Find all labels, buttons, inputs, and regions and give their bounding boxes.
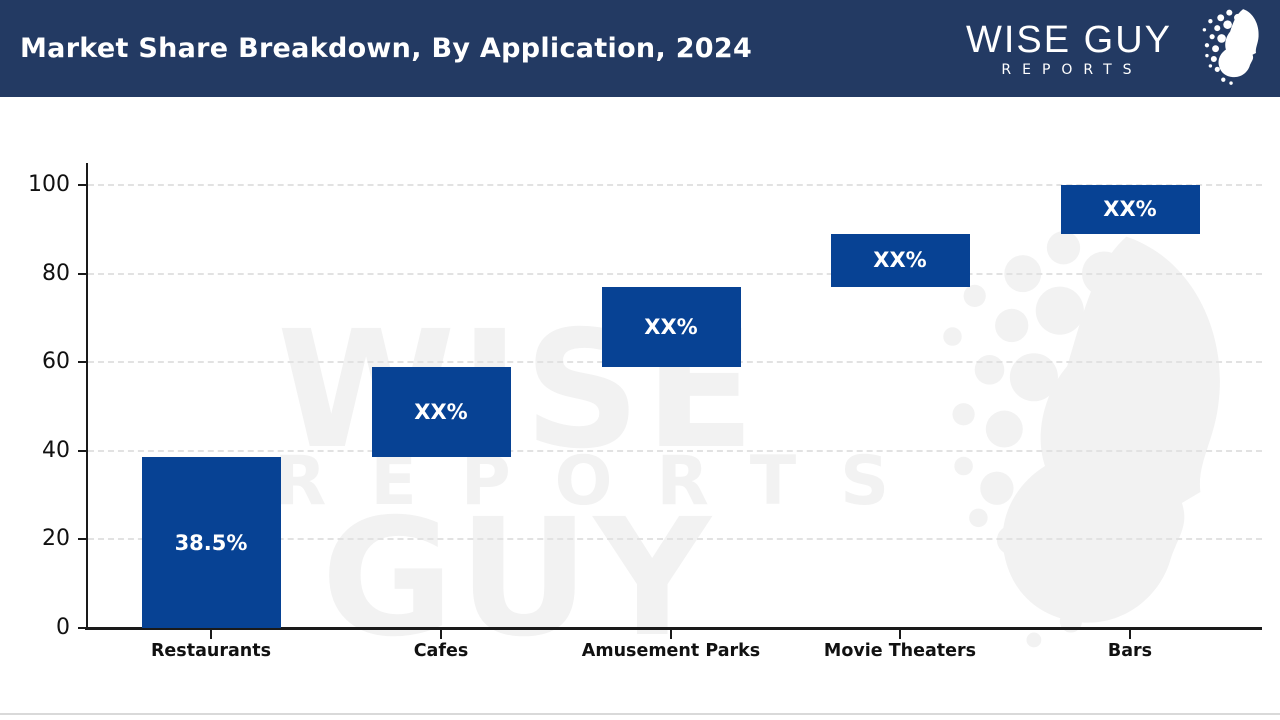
gridline-20 bbox=[88, 538, 1262, 541]
x-tick-bars bbox=[1129, 630, 1131, 639]
header-bar: Market Share Breakdown, By Application, … bbox=[0, 0, 1280, 97]
brand-name: WISE GUY bbox=[965, 18, 1172, 61]
y-tick-80 bbox=[78, 272, 86, 275]
y-tick-40 bbox=[78, 449, 86, 452]
bar-cafes: XX% bbox=[371, 366, 511, 458]
x-axis-line bbox=[85, 627, 1262, 630]
gridline-100 bbox=[88, 184, 1262, 186]
y-tick-label-20: 20 bbox=[42, 526, 70, 552]
x-tick-label-amusement-parks: Amusement Parks bbox=[581, 641, 761, 661]
bar-bars: XX% bbox=[1060, 185, 1200, 234]
bar-movie-theaters: XX% bbox=[830, 233, 970, 287]
gridline-80 bbox=[88, 272, 1262, 275]
dotted-head-profile-icon bbox=[1176, 4, 1262, 94]
y-tick-label-40: 40 bbox=[42, 437, 70, 463]
bar-label-restaurants: 38.5% bbox=[174, 530, 248, 555]
bar-label-amusement-parks: XX% bbox=[644, 314, 698, 339]
y-tick-label-60: 60 bbox=[42, 349, 70, 375]
y-tick-60 bbox=[78, 361, 86, 364]
brand-subtitle: REPORTS bbox=[1001, 61, 1143, 78]
bar-label-cafes: XX% bbox=[414, 400, 468, 425]
y-tick-20 bbox=[78, 538, 86, 541]
bar-label-bars: XX% bbox=[1103, 197, 1157, 222]
y-axis-line bbox=[86, 163, 88, 629]
bar-label-movie-theaters: XX% bbox=[873, 248, 927, 273]
bar-restaurants: 38.5% bbox=[141, 457, 281, 628]
x-tick-amusement-parks bbox=[670, 630, 672, 639]
chart-area: WISE GUY REPORTS 0 20 40 60 80 100 38.5% Restau… bbox=[0, 97, 1280, 714]
brand-logo: WISE GUY REPORTS bbox=[966, 4, 1262, 94]
x-tick-label-bars: Bars bbox=[1107, 641, 1153, 661]
y-tick-label-0: 0 bbox=[56, 615, 70, 640]
x-tick-label-restaurants: Restaurants bbox=[150, 641, 272, 661]
x-tick-restaurants bbox=[210, 630, 212, 639]
brand-logo-text: WISE GUY REPORTS bbox=[966, 21, 1172, 77]
bar-amusement-parks: XX% bbox=[601, 286, 741, 367]
gridline-40 bbox=[88, 449, 1262, 452]
x-tick-cafes bbox=[440, 630, 442, 639]
y-tick-label-80: 80 bbox=[42, 260, 70, 286]
y-tick-0 bbox=[78, 627, 86, 629]
watermark-brand-subtitle: REPORTS bbox=[274, 442, 934, 521]
x-tick-movie-theaters bbox=[899, 630, 901, 639]
watermark-dotted-head-icon bbox=[860, 207, 1230, 681]
x-tick-label-movie-theaters: Movie Theaters bbox=[823, 641, 977, 661]
page-title: Market Share Breakdown, By Application, … bbox=[20, 33, 753, 64]
y-tick-label-100: 100 bbox=[28, 172, 70, 197]
y-tick-100 bbox=[78, 184, 86, 186]
footer-divider bbox=[0, 713, 1280, 715]
x-tick-label-cafes: Cafes bbox=[413, 641, 469, 661]
